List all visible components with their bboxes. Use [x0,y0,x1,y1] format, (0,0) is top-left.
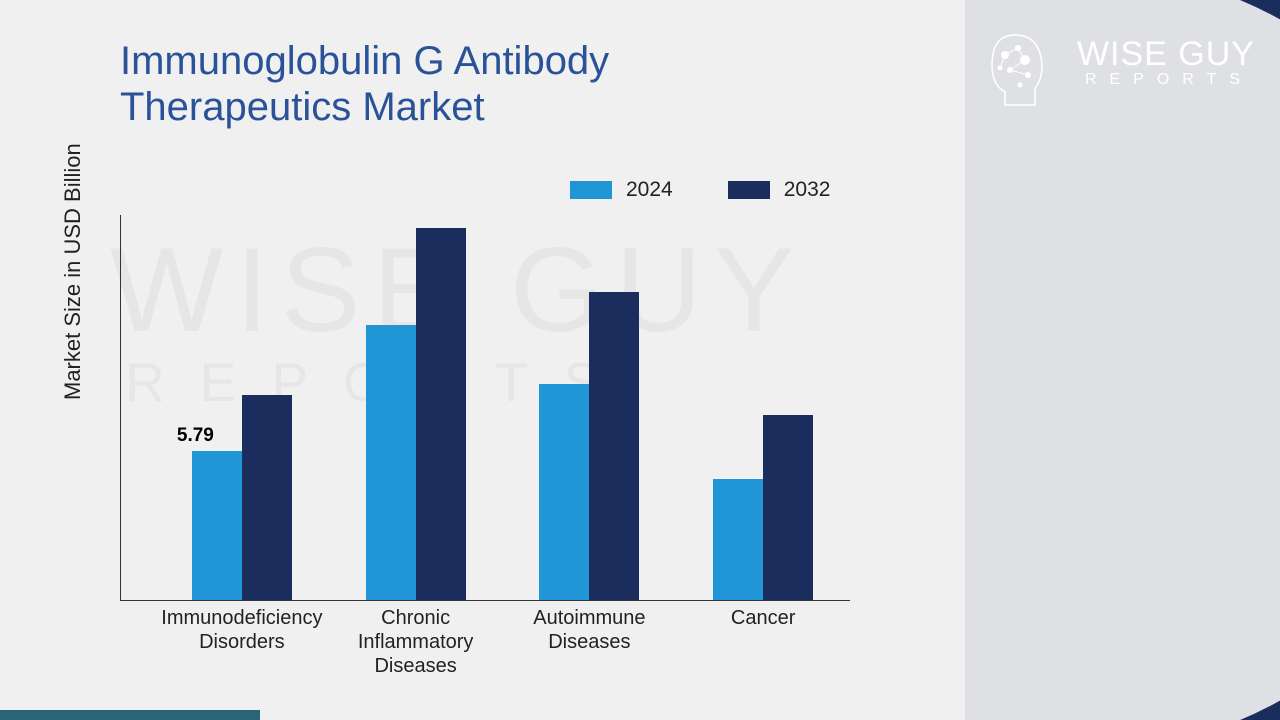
bars-container: 5.79 [155,215,850,600]
y-axis-line [120,215,121,600]
legend-item-2032: 2032 [728,178,831,202]
legend-label-2032: 2032 [784,178,831,202]
legend-label-2024: 2024 [626,178,673,202]
bar-2032 [416,228,466,600]
x-axis-label: Chronic Inflammatory Diseases [329,606,503,678]
bar-group [703,415,823,600]
legend-swatch-2032 [728,181,770,199]
chart-legend: 2024 2032 [570,178,830,202]
bar-value-label: 5.79 [177,425,214,447]
legend-item-2024: 2024 [570,178,673,202]
logo-head-icon [980,30,1050,110]
bar-2024 [713,479,763,600]
bar-2032 [589,292,639,600]
bar-2032 [242,395,292,600]
bar-group: 5.79 [182,395,302,600]
bar-2024 [539,384,589,600]
bar-group [529,292,649,600]
bar-group [356,228,476,600]
x-axis-label: Autoimmune Diseases [503,606,677,678]
logo-main-text: WISE GUY [1077,35,1255,74]
legend-swatch-2024 [570,181,612,199]
x-axis-label: Immunodeficiency Disorders [155,606,329,678]
x-axis-line [120,600,850,601]
y-axis-label: Market Size in USD Billion [60,143,86,400]
infographic-canvas: WISE GUY REPORTS Immunoglobulin G Antibo… [0,0,1280,720]
bar-2032 [763,415,813,600]
bar-2024 [366,325,416,600]
bar-2024 [192,451,242,600]
chart-title: Immunoglobulin G Antibody Therapeutics M… [120,38,740,130]
logo-sub-text: REPORTS [1077,71,1255,89]
bottom-accent-bar [0,710,260,720]
x-axis-label: Cancer [676,606,850,678]
brand-logo: WISE GUY REPORTS [1077,35,1255,89]
x-axis-labels: Immunodeficiency DisordersChronic Inflam… [155,606,850,678]
